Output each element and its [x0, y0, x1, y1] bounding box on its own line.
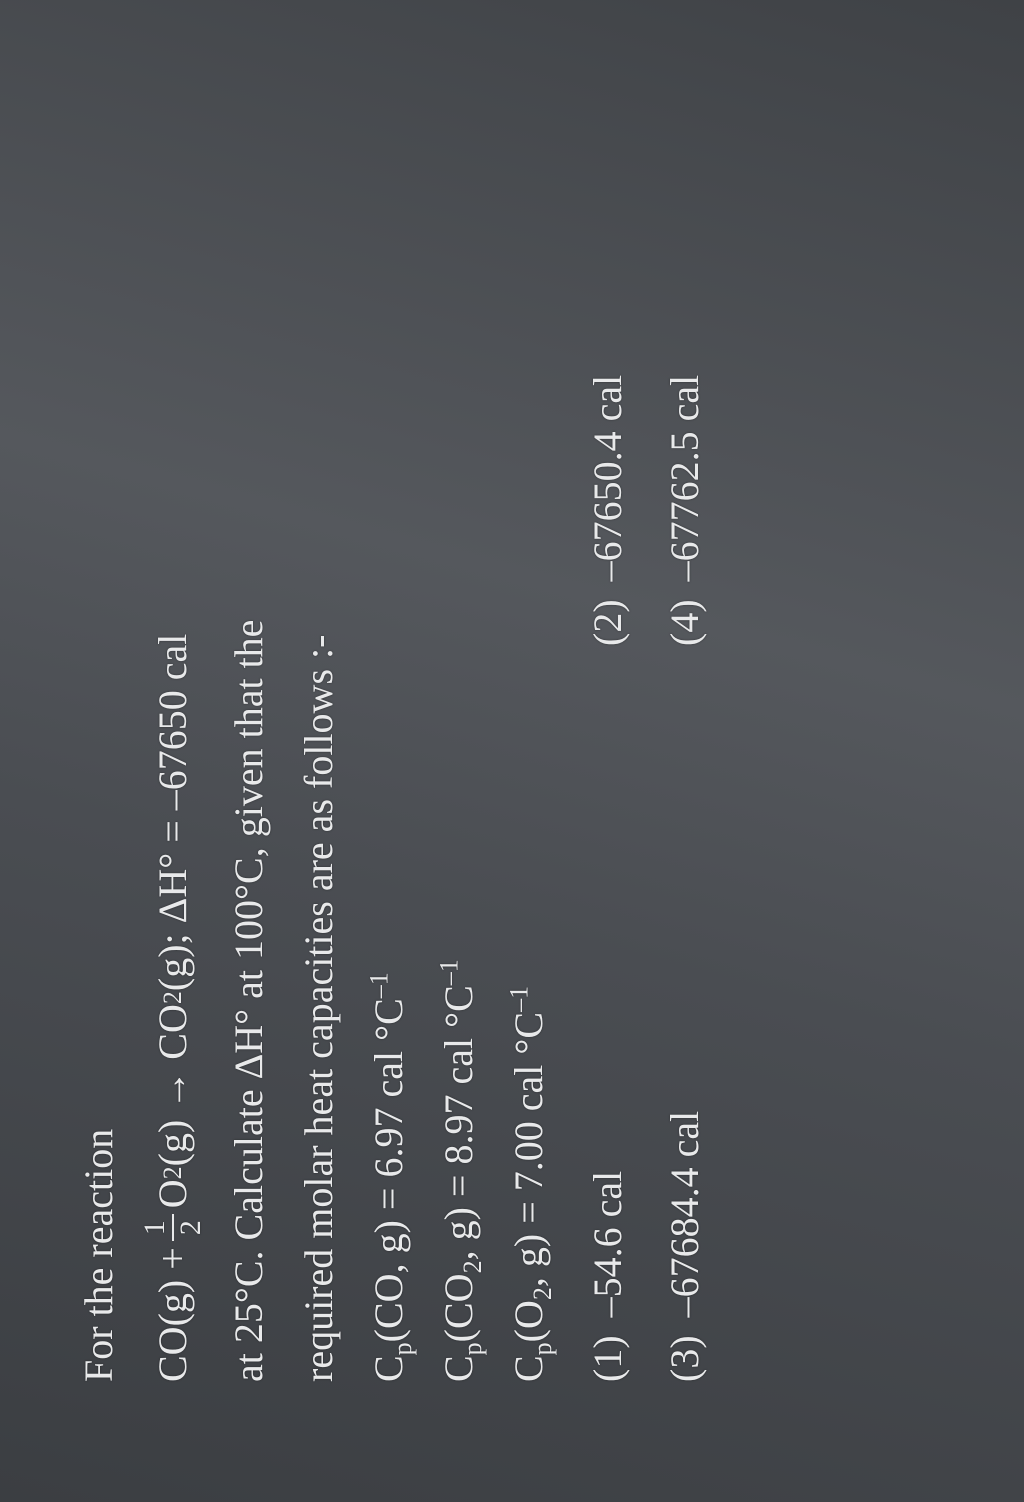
cp-co2-line: Cp(CO2, g) = 8.97 cal °C–1: [430, 90, 488, 1382]
cp2-sub: p: [458, 1342, 487, 1355]
cp2-mid2: , g) = 8.97 cal °C: [436, 985, 481, 1260]
cp2-pre: C: [436, 1355, 481, 1382]
option-2-text: –67650.4 cal: [585, 375, 630, 582]
cp2-mid-sub: 2: [458, 1260, 487, 1273]
option-3[interactable]: (3) –67684.4 cal: [661, 826, 708, 1382]
cp1-pre: C: [366, 1355, 411, 1382]
option-4-text: –67762.5 cal: [662, 375, 707, 582]
option-3-text: –67684.4 cal: [662, 1111, 707, 1318]
arrow-icon: →: [141, 1070, 205, 1110]
at25-line: at 25°C. Calculate ΔH° at 100°C, given t…: [220, 90, 278, 1382]
cp2-sup: –1: [435, 959, 464, 985]
intro-line: For the reaction: [70, 90, 128, 1382]
cp3-mid: (O: [506, 1300, 551, 1342]
option-2-label: (2): [585, 599, 630, 646]
product-co2-base: CO: [141, 1004, 205, 1060]
option-1-text: –54.6 cal: [585, 1171, 630, 1318]
fraction-half: 1 2: [140, 1214, 206, 1241]
reactant-o2-tail: (g): [141, 1120, 205, 1167]
product-co2-tail: (g); ΔH° = –67650 cal: [141, 634, 205, 992]
question-page: For the reaction CO(g) + 1 2 O 2 (g) → CO 2…: [0, 0, 1024, 1502]
option-1-label: (1): [585, 1335, 630, 1382]
cp3-sup: –1: [505, 986, 534, 1012]
cp-o2-line: Cp(O2, g) = 7.00 cal °C–1: [500, 90, 558, 1382]
cp3-mid-sub: 2: [528, 1287, 557, 1300]
option-2[interactable]: (2) –67650.4 cal: [584, 90, 631, 646]
cp2-mid: (CO: [436, 1273, 481, 1342]
frac-den: 2: [174, 1214, 206, 1241]
option-3-label: (3): [662, 1335, 707, 1382]
option-4-label: (4): [662, 599, 707, 646]
reaction-line: CO(g) + 1 2 O2(g) → CO2(g); ΔH° = –67650…: [140, 90, 206, 1382]
cp3-mid2: , g) = 7.00 cal °C: [506, 1012, 551, 1287]
options-grid: (1) –54.6 cal (2) –67650.4 cal (3) –67684.4…: [584, 90, 708, 1382]
reactant-o2-base: O: [141, 1179, 205, 1208]
cp1-mid: (CO, g) = 6.97 cal °C: [366, 998, 411, 1342]
required-line: required molar heat capacities are as fo…: [290, 90, 348, 1382]
frac-num: 1: [140, 1214, 174, 1241]
cp-co-line: Cp(CO, g) = 6.97 cal °C–1: [360, 90, 418, 1382]
cp3-pre: C: [506, 1355, 551, 1382]
cp1-sub: p: [388, 1342, 417, 1355]
option-1[interactable]: (1) –54.6 cal: [584, 826, 631, 1382]
option-4[interactable]: (4) –67762.5 cal: [661, 90, 708, 646]
cp1-sup: –1: [365, 972, 394, 998]
reactant-co: CO(g) +: [141, 1247, 205, 1382]
cp3-sub: p: [528, 1342, 557, 1355]
